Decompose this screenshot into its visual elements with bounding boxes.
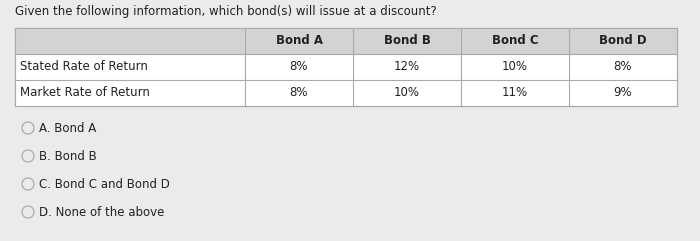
Text: Bond D: Bond D — [599, 34, 647, 47]
Bar — [15, 28, 677, 54]
Text: 8%: 8% — [290, 60, 308, 74]
Text: 8%: 8% — [614, 60, 632, 74]
Text: B. Bond B: B. Bond B — [39, 149, 97, 162]
Text: 12%: 12% — [394, 60, 420, 74]
Text: 10%: 10% — [502, 60, 528, 74]
Text: Bond C: Bond C — [491, 34, 538, 47]
Text: Given the following information, which bond(s) will issue at a discount?: Given the following information, which b… — [15, 6, 437, 19]
Text: Bond A: Bond A — [276, 34, 323, 47]
Text: C. Bond C and Bond D: C. Bond C and Bond D — [39, 178, 170, 190]
Text: 11%: 11% — [502, 87, 528, 100]
Text: 8%: 8% — [290, 87, 308, 100]
Text: A. Bond A: A. Bond A — [39, 121, 97, 134]
Text: 10%: 10% — [394, 87, 420, 100]
Text: D. None of the above: D. None of the above — [39, 206, 164, 219]
Text: Market Rate of Return: Market Rate of Return — [20, 87, 150, 100]
Text: 9%: 9% — [614, 87, 632, 100]
Text: Stated Rate of Return: Stated Rate of Return — [20, 60, 148, 74]
Text: Bond B: Bond B — [384, 34, 430, 47]
Bar — [15, 28, 677, 106]
